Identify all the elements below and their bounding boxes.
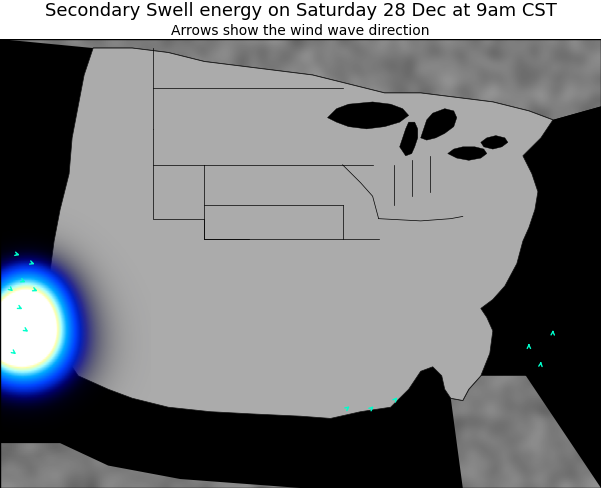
- Polygon shape: [481, 136, 508, 150]
- Polygon shape: [0, 40, 108, 488]
- Polygon shape: [54, 107, 601, 488]
- Polygon shape: [0, 40, 601, 376]
- Polygon shape: [328, 103, 409, 130]
- Polygon shape: [400, 123, 418, 157]
- Polygon shape: [448, 147, 487, 161]
- Text: Secondary Swell energy on Saturday 28 Dec at 9am CST: Secondary Swell energy on Saturday 28 De…: [44, 2, 557, 20]
- Polygon shape: [48, 49, 553, 419]
- Polygon shape: [421, 109, 457, 141]
- Text: Arrows show the wind wave direction: Arrows show the wind wave direction: [171, 24, 430, 38]
- Polygon shape: [48, 49, 553, 419]
